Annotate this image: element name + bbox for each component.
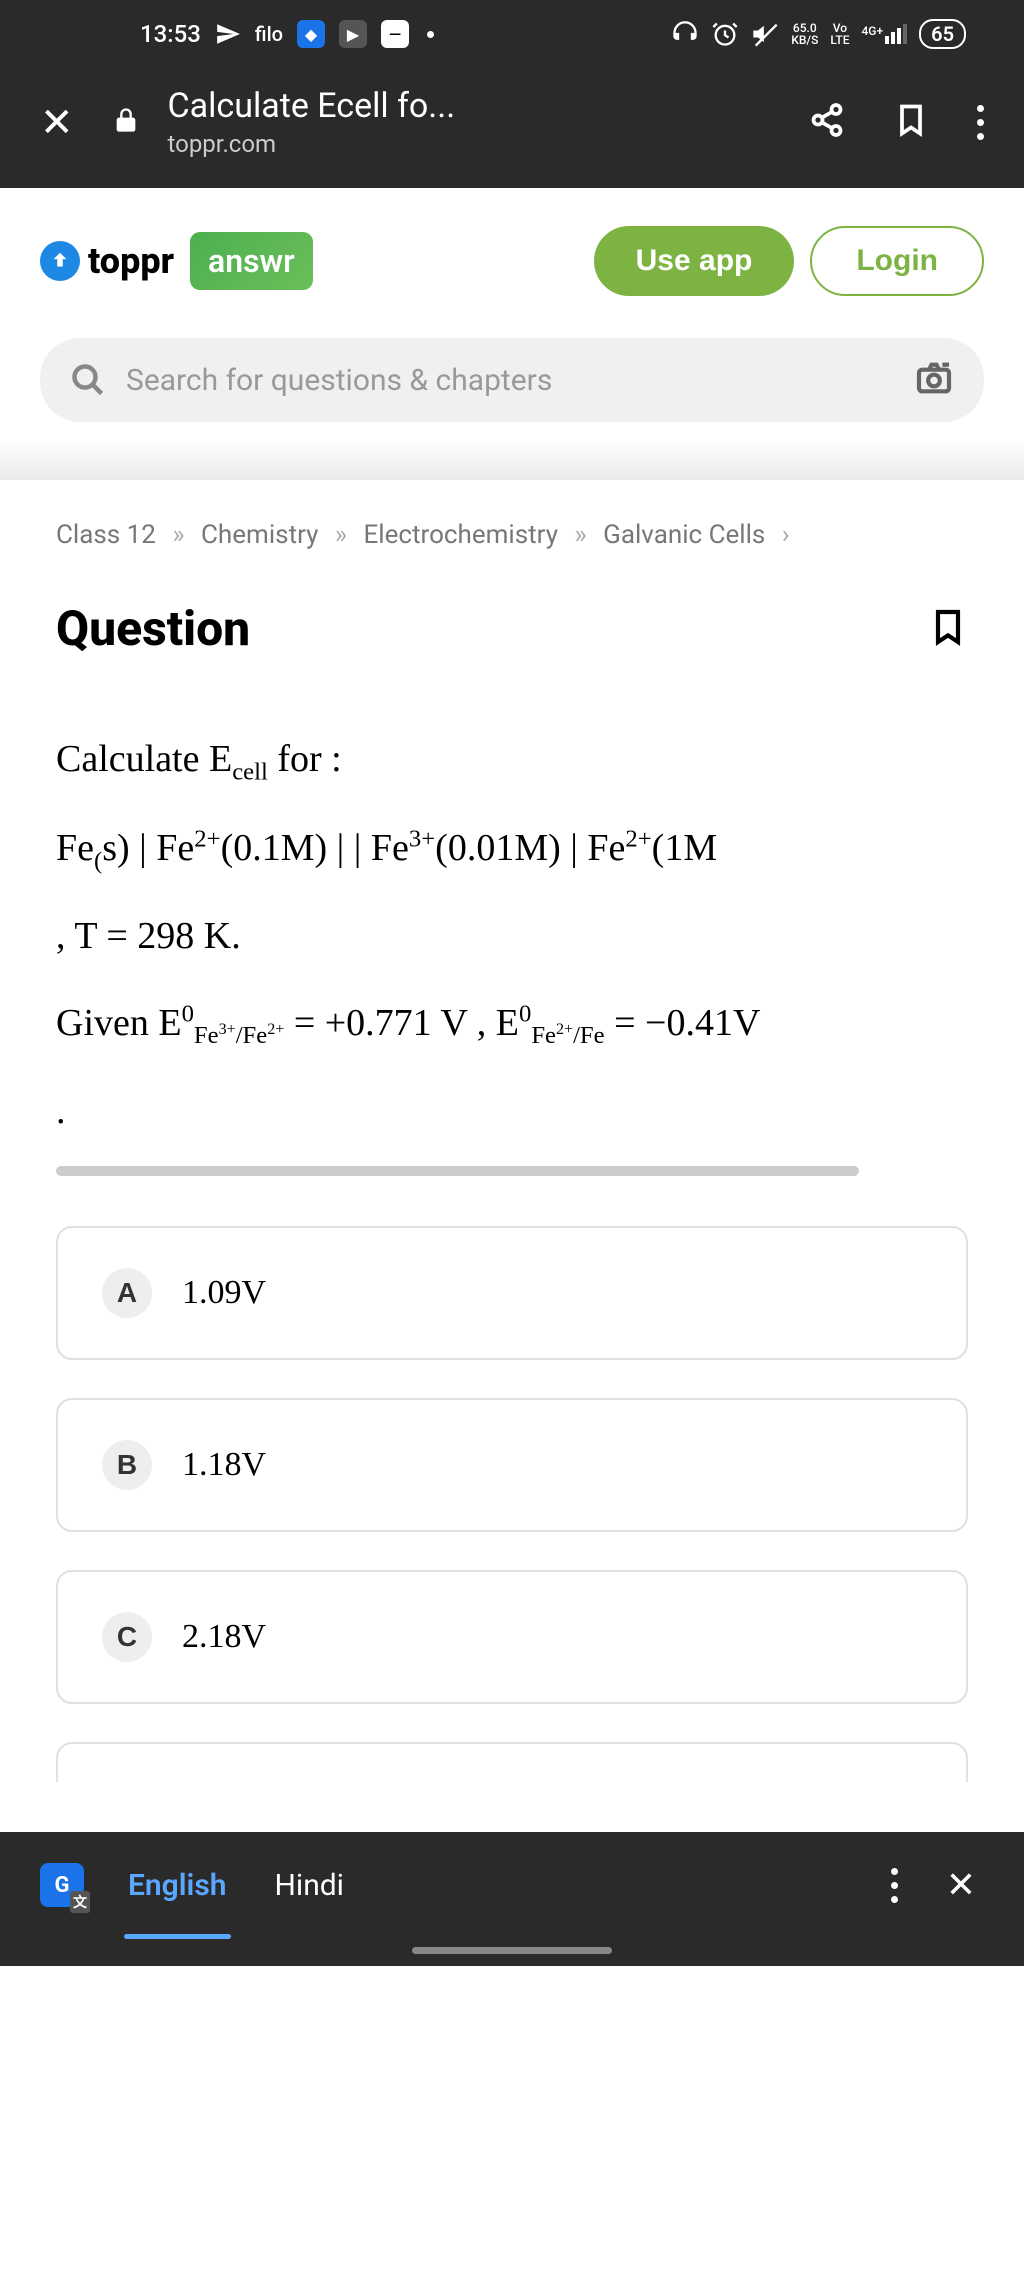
language-tab-english[interactable]: English xyxy=(124,1860,231,1911)
answer-option[interactable]: B 1.18V xyxy=(56,1398,968,1532)
answer-option[interactable] xyxy=(56,1742,968,1782)
option-letter: C xyxy=(102,1612,152,1662)
battery-level: 65 xyxy=(919,19,966,49)
chevron-right-icon: » xyxy=(335,520,347,550)
option-text: 1.18V xyxy=(182,1446,266,1484)
option-letter: A xyxy=(102,1268,152,1318)
search-bar[interactable]: Search for questions & chapters xyxy=(40,338,984,422)
question-line: Calculate Ecell for : xyxy=(56,727,968,794)
bookmark-icon[interactable] xyxy=(893,102,929,142)
status-left-cluster: 13:53 filo ◆ ▶ — xyxy=(140,20,438,48)
chevron-right-icon: › xyxy=(782,520,790,550)
android-status-bar: 13:53 filo ◆ ▶ — 65.0 KB/S Vo LTE 4G+ 65 xyxy=(0,0,1024,68)
translate-close-button[interactable]: ✕ xyxy=(938,1864,984,1906)
question-body: Calculate Ecell for : Fe(s) | Fe2+(0.1M)… xyxy=(0,667,1024,1206)
lock-icon xyxy=(112,106,140,138)
status-right-cluster: 65.0 KB/S Vo LTE 4G+ 65 xyxy=(671,19,966,49)
language-tab-hindi[interactable]: Hindi xyxy=(271,1860,348,1911)
option-text: 1.09V xyxy=(182,1274,266,1312)
volte-bottom: LTE xyxy=(830,34,849,46)
url-block[interactable]: Calculate Ecell fo... toppr.com xyxy=(168,86,781,158)
question-line: Given E0Fe3+/Fe2+ = +0.771 V , E0Fe2+/Fe… xyxy=(56,991,968,1058)
close-tab-button[interactable]: ✕ xyxy=(30,99,84,146)
share-icon[interactable] xyxy=(809,102,845,142)
chevron-right-icon: » xyxy=(172,520,184,550)
net-speed: 65.0 KB/S xyxy=(791,22,818,46)
signal-type: 4G+ xyxy=(861,24,883,38)
browser-toolbar: ✕ Calculate Ecell fo... toppr.com xyxy=(0,68,1024,188)
app-header: toppr answr Use app Login xyxy=(0,188,1024,324)
search-section: Search for questions & chapters xyxy=(0,324,1024,440)
question-line: Fe(s) | Fe2+(0.1M) | | Fe3+(0.01M) | Fe2… xyxy=(56,816,968,883)
answer-options: A 1.09V B 1.18V C 2.18V xyxy=(0,1206,1024,1802)
headphones-icon xyxy=(671,20,699,48)
net-speed-unit: KB/S xyxy=(791,34,818,46)
youtube-icon: ▶ xyxy=(339,20,367,48)
question-line: . xyxy=(56,1079,968,1144)
question-line: , T = 298 K. xyxy=(56,904,968,969)
volte-indicator: Vo LTE xyxy=(830,22,849,46)
breadcrumb-item[interactable]: Galvanic Cells xyxy=(603,520,765,550)
question-heading: Question xyxy=(56,600,250,657)
toppr-brand-text: toppr xyxy=(88,240,174,282)
question-header-row: Question xyxy=(0,570,1024,667)
breadcrumb-item[interactable]: Chemistry xyxy=(201,520,318,550)
chevron-right-icon: » xyxy=(574,520,586,550)
answer-option[interactable]: A 1.09V xyxy=(56,1226,968,1360)
status-time: 13:53 xyxy=(140,20,201,48)
bookmark-question-icon[interactable] xyxy=(928,607,968,651)
horizontal-scroll-indicator[interactable] xyxy=(56,1166,859,1176)
search-placeholder: Search for questions & chapters xyxy=(126,363,894,398)
breadcrumb: Class 12 » Chemistry » Electrochemistry … xyxy=(0,480,1024,570)
option-letter: B xyxy=(102,1440,152,1490)
page-host: toppr.com xyxy=(168,130,781,158)
google-translate-icon[interactable]: G文 xyxy=(40,1863,84,1907)
header-shadow xyxy=(0,440,1024,480)
filo-label: filo xyxy=(255,22,283,46)
breadcrumb-item[interactable]: Electrochemistry xyxy=(364,520,559,550)
option-text: 2.18V xyxy=(182,1618,266,1656)
camera-search-icon[interactable] xyxy=(914,358,954,402)
use-app-button[interactable]: Use app xyxy=(594,226,795,296)
alarm-icon xyxy=(711,20,739,48)
translate-overflow-icon[interactable] xyxy=(891,1868,898,1903)
signal-cluster: 4G+ xyxy=(861,24,907,44)
overflow-menu-icon[interactable] xyxy=(977,105,984,140)
chrome-actions xyxy=(809,102,994,142)
toppr-logo[interactable]: toppr xyxy=(40,240,174,282)
status-dot xyxy=(427,31,434,38)
telegram-icon xyxy=(215,21,241,47)
answr-badge[interactable]: answr xyxy=(190,232,313,290)
login-button[interactable]: Login xyxy=(810,226,984,296)
breadcrumb-item[interactable]: Class 12 xyxy=(56,520,156,550)
toppr-arrow-icon xyxy=(40,241,80,281)
answer-option[interactable]: C 2.18V xyxy=(56,1570,968,1704)
gesture-handle[interactable] xyxy=(412,1947,612,1954)
translate-bar: G文 English Hindi ✕ xyxy=(0,1832,1024,1939)
search-icon xyxy=(70,362,106,398)
mute-icon xyxy=(751,20,779,48)
app-icon-2: — xyxy=(381,20,409,48)
page-title: Calculate Ecell fo... xyxy=(168,86,781,126)
app-icon-1: ◆ xyxy=(297,20,325,48)
nav-handle-area xyxy=(0,1939,1024,1966)
